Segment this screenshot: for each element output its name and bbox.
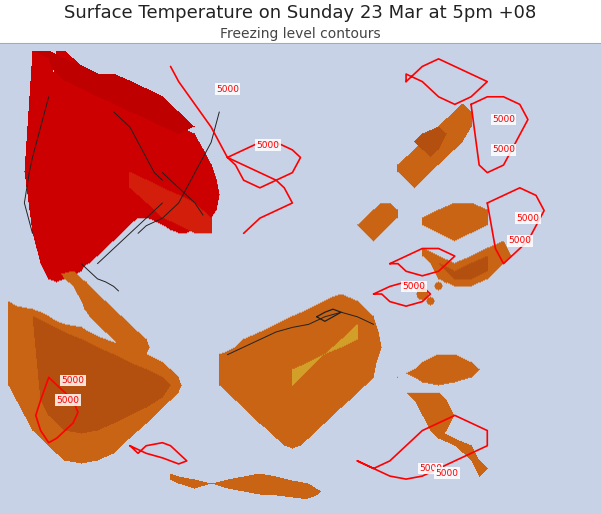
Text: 5000: 5000 <box>492 115 515 124</box>
Text: 5000: 5000 <box>61 376 85 385</box>
Text: 5000: 5000 <box>403 282 426 291</box>
Text: 5000: 5000 <box>508 236 531 245</box>
Text: 5000: 5000 <box>435 469 458 478</box>
Text: 5000: 5000 <box>419 464 442 473</box>
Text: Freezing level contours: Freezing level contours <box>220 27 381 41</box>
Text: 5000: 5000 <box>516 214 540 223</box>
Text: 5000: 5000 <box>216 85 239 94</box>
Text: 5000: 5000 <box>257 141 279 150</box>
Text: 5000: 5000 <box>492 145 515 154</box>
Text: 5000: 5000 <box>56 396 80 405</box>
Text: Surface Temperature on Sunday 23 Mar at 5pm +08: Surface Temperature on Sunday 23 Mar at … <box>64 4 537 22</box>
